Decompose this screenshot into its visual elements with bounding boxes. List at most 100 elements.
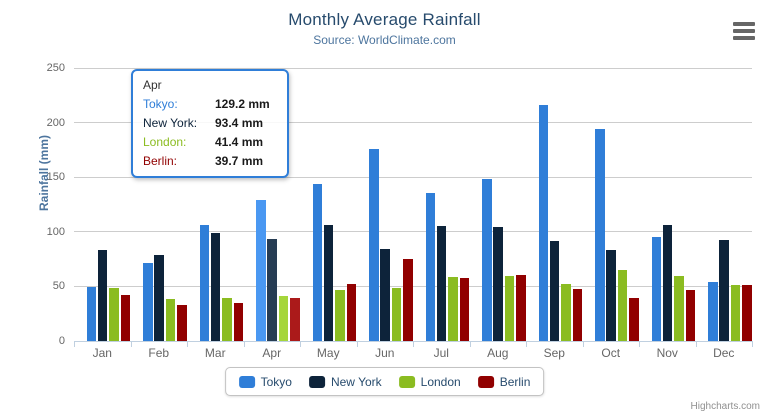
gridline [74,67,752,69]
bar-tokyo-oct[interactable] [595,129,605,341]
bar-new-york-jan[interactable] [97,249,108,341]
bar-tokyo-aug[interactable] [482,178,492,341]
legend-symbol [398,375,415,388]
y-axis-tick-label: 100 [46,225,65,238]
bar-new-york-feb[interactable] [154,255,164,341]
bar-tokyo-apr[interactable] [256,199,266,341]
bar-new-york-aug[interactable] [493,227,503,341]
bar-london-mar[interactable] [222,298,232,341]
bar-london-jan[interactable] [109,287,119,341]
gridline [74,285,752,287]
bar-berlin-apr[interactable] [290,297,300,341]
legend-label: New York [330,374,382,389]
x-axis-tick [639,341,640,347]
bar-london-jun[interactable] [391,288,402,341]
bar-london-apr[interactable] [278,295,289,341]
x-axis-tick [752,341,753,347]
bar-tokyo-may[interactable] [312,183,323,341]
x-axis-category-label: Feb [148,346,170,360]
bar-new-york-nov[interactable] [662,224,673,341]
x-axis-tick [300,341,301,347]
bar-new-york-mar[interactable] [210,233,221,341]
chart-subtitle: Source: WorldClimate.com [313,33,456,47]
y-axis-tick-label: 150 [46,171,65,184]
bar-berlin-jul[interactable] [459,278,470,341]
bar-berlin-mar[interactable] [233,303,244,341]
bar-london-oct[interactable] [617,269,628,341]
bar-tokyo-jun[interactable] [369,148,379,341]
y-axis-tick-label: 200 [46,116,65,129]
hamburger-menu-icon [733,22,755,26]
bar-tokyo-feb[interactable] [143,262,153,341]
legend-symbol [238,375,255,388]
x-axis-tick [74,341,75,347]
bar-berlin-aug[interactable] [516,275,526,341]
bar-berlin-sep[interactable] [572,289,583,341]
bar-new-york-jul[interactable] [436,226,447,341]
bar-new-york-dec[interactable] [719,240,729,341]
x-axis-category-label: Jan [92,346,112,360]
legend-item-berlin[interactable]: Berlin [477,374,531,389]
gridline [74,176,752,178]
bar-berlin-may[interactable] [346,283,357,341]
x-axis-tick [187,341,188,347]
x-axis-tick [526,341,527,347]
y-axis-tick-label: 250 [46,62,65,74]
bar-berlin-feb[interactable] [177,304,187,341]
bar-new-york-jun[interactable] [380,248,390,341]
bar-berlin-jun[interactable] [403,258,413,341]
x-axis-tick [695,341,697,347]
legend-label: Berlin [499,374,531,389]
bar-new-york-oct[interactable] [606,249,616,341]
legend-label: London [420,374,461,389]
bar-tokyo-nov[interactable] [651,236,662,341]
bar-london-aug[interactable] [504,275,515,341]
bar-new-york-sep[interactable] [549,241,560,341]
bar-tokyo-jan[interactable] [86,286,97,341]
bar-berlin-jan[interactable] [120,294,131,341]
x-axis-category-label: Mar [204,346,226,360]
x-axis-category-label: Oct [601,346,621,360]
x-axis-category-label: Nov [656,346,678,360]
y-axis-tick-label: 0 [58,335,65,347]
x-axis-category-label: Sep [543,346,565,360]
credits-link[interactable]: Highcharts.com [690,401,760,412]
x-axis-tick [243,341,245,347]
bar-london-feb[interactable] [165,298,176,341]
export-menu-button[interactable] [731,17,757,43]
legend-item-new-york[interactable]: New York [308,374,382,389]
x-axis-category-label: Jul [433,346,449,360]
legend-item-tokyo[interactable]: Tokyo [238,374,292,389]
bar-london-nov[interactable] [674,276,684,341]
x-axis-tick [469,341,471,347]
x-axis-tick [356,341,358,347]
chart-title: Monthly Average Rainfall [288,10,481,29]
x-axis-tick [582,341,584,347]
bar-berlin-nov[interactable] [685,289,696,341]
bar-berlin-dec[interactable] [742,285,752,341]
legend-symbol [477,375,494,388]
legend-item-london[interactable]: London [398,374,461,389]
bar-tokyo-sep[interactable] [538,104,549,341]
bar-london-jul[interactable] [448,276,458,341]
x-axis-tick [130,341,132,347]
y-axis-tick-label: 50 [52,280,65,293]
x-axis-category-label: Dec [713,346,735,360]
x-axis-category-label: Apr [262,346,282,360]
bar-tokyo-dec[interactable] [708,281,718,341]
bar-london-dec[interactable] [730,285,741,341]
legend: Tokyo New York London Berlin [224,367,545,396]
bar-london-may[interactable] [335,289,345,341]
bar-berlin-oct[interactable] [629,298,639,341]
gridline [74,231,752,233]
hamburger-menu-icon [733,29,755,33]
bar-london-sep[interactable] [561,283,571,341]
bar-new-york-may[interactable] [323,225,334,341]
bar-tokyo-mar[interactable] [199,224,210,341]
bar-tokyo-jul[interactable] [425,192,436,341]
bar-new-york-apr[interactable] [267,239,277,341]
legend-symbol [308,375,325,388]
legend-label: Tokyo [260,374,292,389]
gridline [74,122,752,124]
